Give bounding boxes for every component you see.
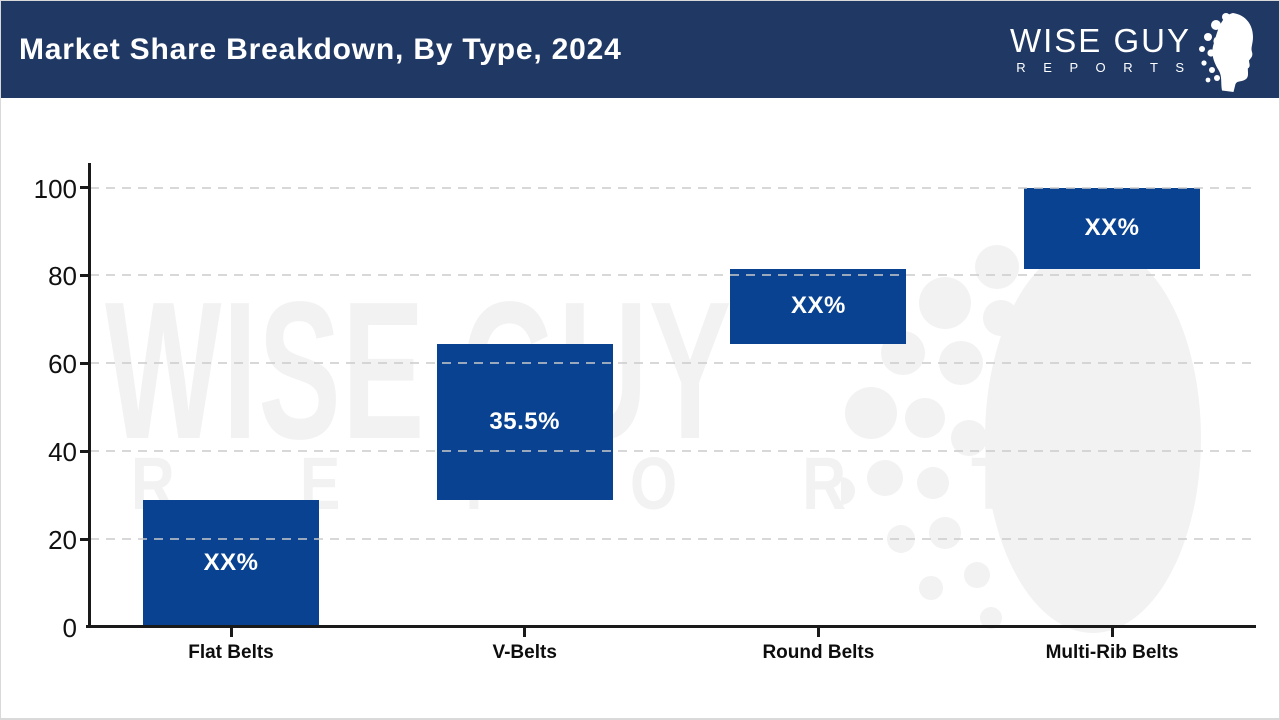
y-tick-label-100: 100 <box>33 173 77 204</box>
y-tick-40 <box>80 449 89 453</box>
x-tick-label-round-belts: Round Belts <box>762 642 875 663</box>
x-tick-flat-belts <box>229 628 233 637</box>
bar-value-label: XX% <box>203 549 259 577</box>
y-tick-label-80: 80 <box>48 261 77 292</box>
logo-head-icon <box>1199 12 1253 92</box>
x-tick-label-multi-rib-belts: Multi-Rib Belts <box>1045 642 1179 663</box>
x-axis-line <box>86 625 1256 628</box>
page-title: Market Share Breakdown, By Type, 2024 <box>19 32 622 66</box>
x-tick-v-belts <box>523 628 527 637</box>
bar-value-label: XX% <box>1084 214 1140 242</box>
x-tick-label-flat-belts: Flat Belts <box>188 642 274 663</box>
x-tick-round-belts <box>816 628 820 637</box>
gridline-20 <box>90 538 1254 541</box>
y-tick-80 <box>80 273 89 277</box>
bar-round-belts: XX% <box>730 268 907 344</box>
y-axis-line <box>88 163 91 627</box>
bar-flat-belts: XX% <box>143 499 319 627</box>
y-tick-100 <box>80 186 89 190</box>
logo-subtitle: R E P O R T S <box>1016 60 1191 76</box>
logo-wordmark: WISE GUY <box>1009 21 1191 59</box>
y-tick-label-0: 0 <box>62 613 77 643</box>
x-tick-multi-rib-belts <box>1110 628 1114 637</box>
wise-guy-logo: WISE GUY R E P O R T S <box>1010 8 1257 92</box>
bar-value-label: XX% <box>790 292 846 320</box>
bar-multi-rib-belts: XX% <box>1024 187 1201 269</box>
gridline-40 <box>90 450 1254 453</box>
y-tick-label-20: 20 <box>48 525 77 556</box>
bar-value-label: 35.5% <box>489 407 560 435</box>
header-bar: Market Share Breakdown, By Type, 2024 WI… <box>1 1 1279 98</box>
watermark-wordmark: WISE GUY <box>105 261 733 480</box>
gridline-80 <box>90 274 1254 277</box>
y-tick-60 <box>80 361 89 365</box>
gridline-60 <box>90 362 1254 365</box>
bar-v-belts: 35.5% <box>436 343 613 500</box>
logo-text: WISE GUY R E P O R T S <box>1009 21 1191 76</box>
y-tick-label-40: 40 <box>48 437 77 468</box>
x-tick-label-v-belts: V-Belts <box>492 642 557 663</box>
y-tick-label-60: 60 <box>48 349 77 380</box>
y-tick-20 <box>80 537 89 541</box>
gridline-100 <box>90 186 1254 189</box>
